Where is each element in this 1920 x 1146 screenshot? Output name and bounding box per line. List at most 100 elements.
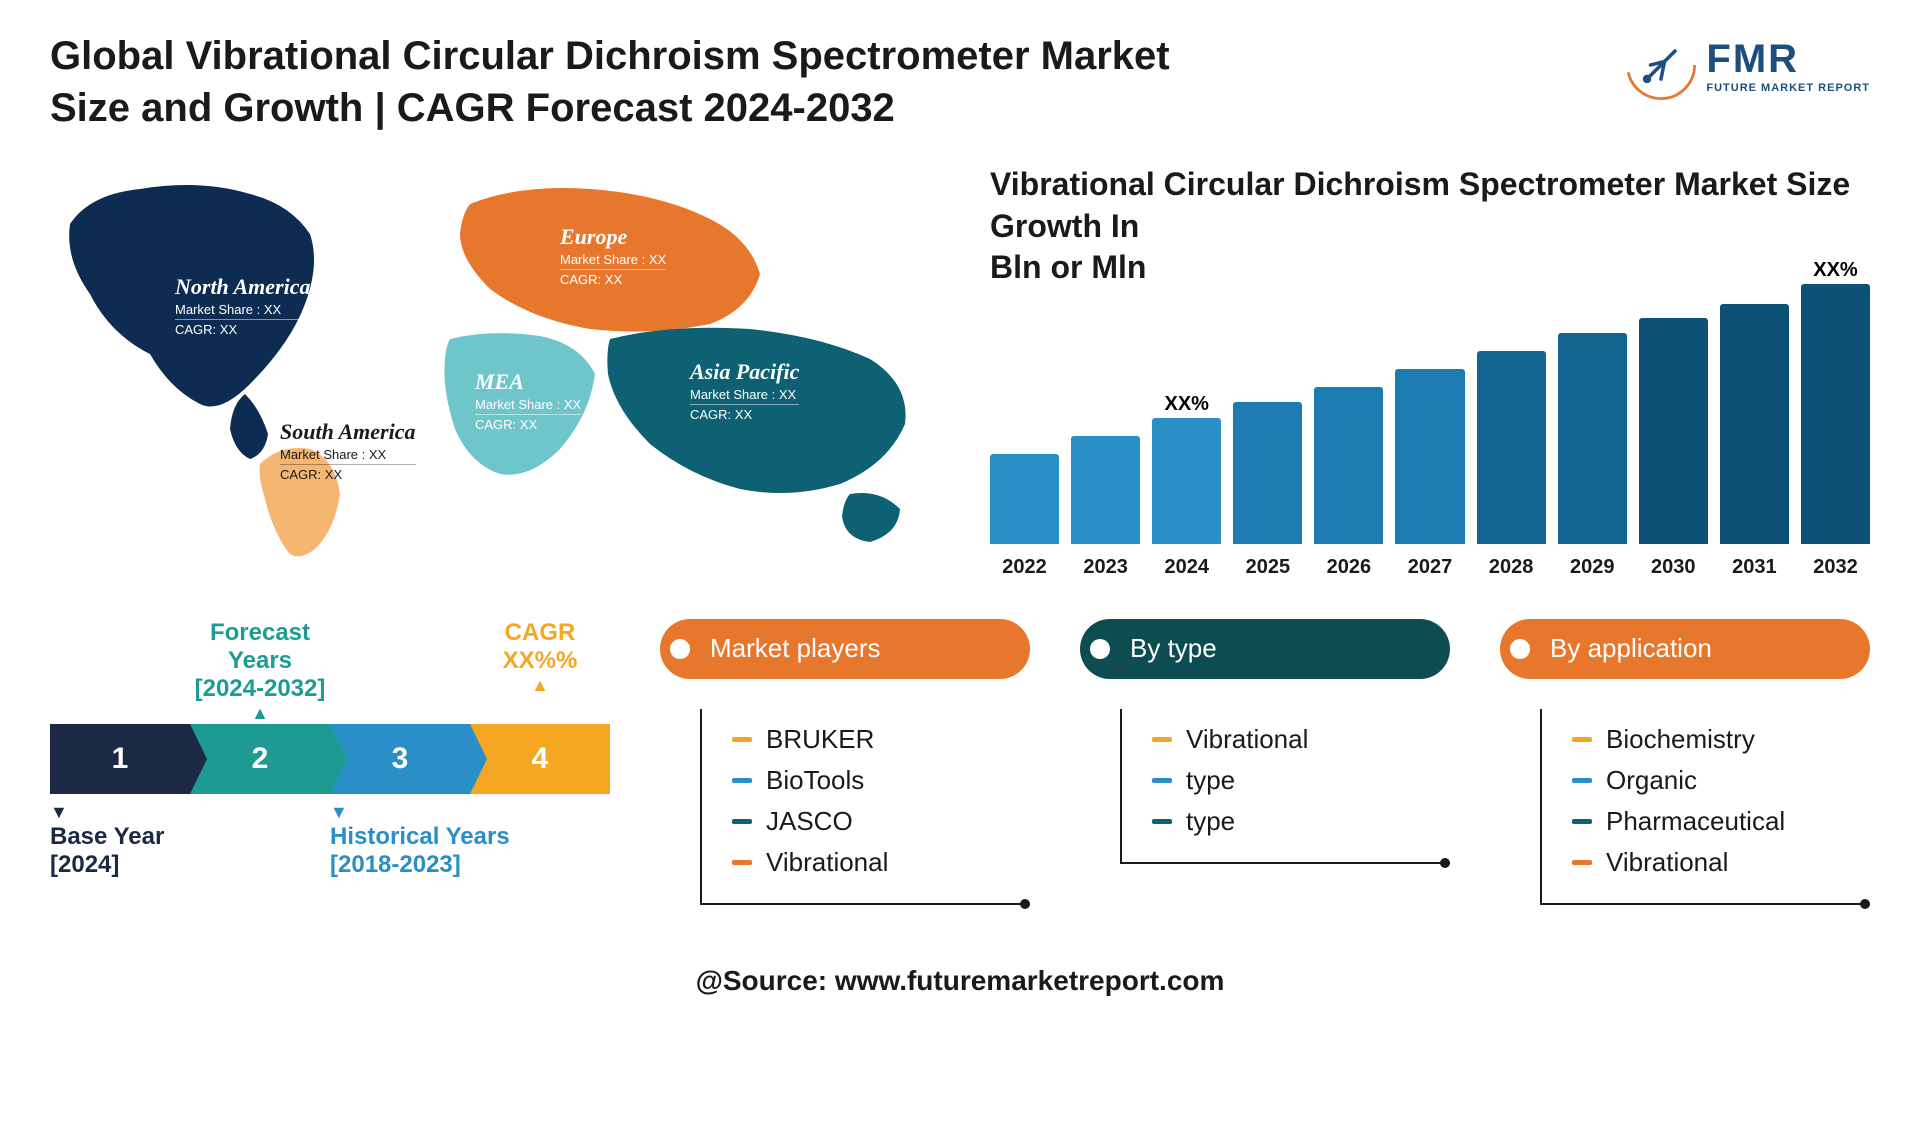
bar-year-label: 2027 [1408,556,1453,579]
bar-year-label: 2028 [1489,556,1534,579]
timeline-segment: 2 [190,724,330,794]
pill-title: Market players [710,633,881,664]
pill-header: By application [1500,619,1870,679]
dash-icon [1152,819,1172,824]
bar-year-label: 2024 [1164,556,1209,579]
region-cagr: CAGR: XX [690,407,799,422]
list-item-label: Pharmaceutical [1606,806,1785,837]
list-item: Vibrational [1572,842,1850,883]
list-item: type [1152,760,1430,801]
bar-item: 2027 [1395,369,1464,579]
dot-icon [1090,639,1110,659]
bar-item: 2022 [990,454,1059,579]
bar-item: XX% 2024 [1152,418,1221,579]
dash-icon [1572,860,1592,865]
bar-annotation: XX% [1813,259,1857,282]
region-name: South America [280,419,416,445]
region-name: Asia Pacific [690,359,799,385]
pill-players: Market players BRUKER BioTools JASCO Vib… [660,619,1030,905]
dash-icon [1152,737,1172,742]
list-item-label: Organic [1606,765,1697,796]
bar-item: XX% 2032 [1801,284,1870,579]
region-name: MEA [475,369,581,395]
bar [1720,304,1789,544]
dash-icon [732,860,752,865]
list-item: Vibrational [1152,719,1430,760]
region-cagr: CAGR: XX [175,322,310,337]
list-item: Pharmaceutical [1572,801,1850,842]
bar [1477,351,1546,544]
bar-item: 2026 [1314,387,1383,579]
timeline-segment: 4 [470,724,610,794]
bar [1639,318,1708,544]
bar [1801,284,1870,544]
bar-item: 2029 [1558,333,1627,579]
bar-year-label: 2025 [1246,556,1291,579]
bar-year-label: 2026 [1327,556,1372,579]
region-cagr: CAGR: XX [280,467,416,482]
pill-type: By type Vibrational type type [1080,619,1450,905]
list-item: BRUKER [732,719,1010,760]
pill-header: By type [1080,619,1450,679]
region-name: Europe [560,224,666,250]
dash-icon [1572,737,1592,742]
telescope-icon [1626,30,1696,100]
list-item-label: Vibrational [766,847,888,878]
list-item-label: type [1186,765,1235,796]
pill-header: Market players [660,619,1030,679]
list-item: BioTools [732,760,1010,801]
bar-item: 2025 [1233,402,1302,579]
logo-subtitle: FUTURE MARKET REPORT [1706,82,1870,94]
bar-year-label: 2029 [1570,556,1615,579]
region-share: Market Share : XX [690,387,799,405]
bar [990,454,1059,544]
dot-icon [1510,639,1530,659]
list-item: type [1152,801,1430,842]
bar [1152,418,1221,544]
pill-application: By application Biochemistry Organic Phar… [1500,619,1870,905]
pill-list: BRUKER BioTools JASCO Vibrational [700,709,1030,905]
source-text: @Source: www.futuremarketreport.com [50,965,1870,997]
bar-year-label: 2032 [1813,556,1858,579]
list-item-label: Vibrational [1186,724,1308,755]
bar-year-label: 2031 [1732,556,1777,579]
list-item-label: type [1186,806,1235,837]
chart-title: Vibrational Circular Dichroism Spectrome… [990,164,1870,289]
timeline-label-base: ▼ Base Year[2024] [50,802,190,879]
bar [1558,333,1627,544]
bar-annotation: XX% [1165,393,1209,416]
list-item-label: Biochemistry [1606,724,1755,755]
dot-icon [670,639,690,659]
timeline-segment: 3 [330,724,470,794]
list-item: Organic [1572,760,1850,801]
pill-list: Vibrational type type [1120,709,1450,864]
timeline-label-cagr: CAGRXX%% ▲ [470,619,610,724]
header: Global Vibrational Circular Dichroism Sp… [50,30,1870,134]
bar-chart: 2022 2023 XX% 2024 2025 2026 2027 [990,299,1870,579]
pill-title: By type [1130,633,1217,664]
region-cagr: CAGR: XX [560,272,666,287]
list-item-label: JASCO [766,806,853,837]
bar-item: 2030 [1639,318,1708,579]
bar-chart-section: Vibrational Circular Dichroism Spectrome… [990,164,1870,579]
list-item: Biochemistry [1572,719,1850,760]
pill-list: Biochemistry Organic Pharmaceutical Vibr… [1540,709,1870,905]
logo-text: FMR [1706,37,1870,82]
timeline-segment: 1 [50,724,190,794]
dash-icon [732,819,752,824]
dash-icon [1152,778,1172,783]
dash-icon [1572,778,1592,783]
dash-icon [732,737,752,742]
bar [1233,402,1302,544]
timeline-label-forecast: Forecast Years[2024-2032] ▲ [190,619,330,724]
list-item-label: BRUKER [766,724,874,755]
bar-item: 2028 [1477,351,1546,579]
logo: FMR FUTURE MARKET REPORT [1626,30,1870,100]
bar-year-label: 2022 [1002,556,1047,579]
list-item: Vibrational [732,842,1010,883]
list-item-label: Vibrational [1606,847,1728,878]
bar-item: 2031 [1720,304,1789,579]
bar [1395,369,1464,544]
region-name: North America [175,274,310,300]
page-title: Global Vibrational Circular Dichroism Sp… [50,30,1250,134]
